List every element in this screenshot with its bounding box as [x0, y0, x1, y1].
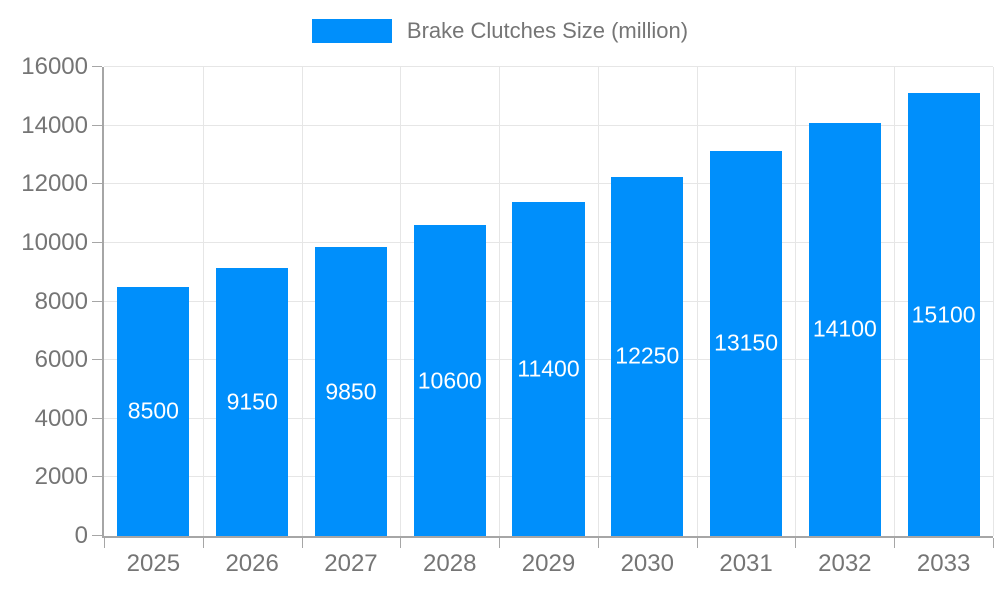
y-axis-tick	[92, 66, 102, 67]
y-axis-label: 2000	[34, 463, 88, 491]
y-axis-label: 6000	[34, 346, 88, 374]
x-axis-tick	[993, 538, 994, 548]
y-gridline	[104, 124, 993, 126]
bar-value-label: 12250	[615, 342, 680, 369]
x-gridline	[993, 67, 994, 536]
bar[interactable]	[907, 93, 980, 536]
bar-value-label: 10600	[417, 367, 482, 394]
x-axis-tick	[597, 538, 599, 548]
bar-value-label: 11400	[517, 355, 580, 382]
bar-value-label: 15100	[911, 301, 976, 328]
x-axis-tick	[894, 538, 896, 548]
bar[interactable]	[808, 122, 881, 536]
x-gridline	[499, 67, 501, 536]
legend-label: Brake Clutches Size (million)	[406, 18, 689, 43]
y-axis-label: 0	[74, 522, 88, 549]
bar[interactable]	[413, 225, 486, 536]
y-axis-tick	[92, 300, 102, 302]
x-axis-label: 2033	[916, 550, 971, 577]
legend-swatch-icon	[311, 19, 392, 43]
x-gridline	[301, 67, 303, 536]
x-axis-label: 2028	[423, 550, 477, 577]
x-axis-label: 2029	[521, 550, 576, 577]
x-axis-label: 2026	[225, 550, 279, 577]
x-axis-tick	[499, 538, 501, 548]
y-axis-label: 14000	[21, 111, 88, 139]
y-gridline	[104, 66, 993, 67]
x-gridline	[696, 67, 698, 536]
x-axis-tick	[400, 538, 402, 548]
x-axis-label: 2031	[719, 550, 773, 577]
x-axis-label: 2025	[126, 550, 181, 577]
y-axis-label: 16000	[21, 53, 88, 80]
bar[interactable]	[216, 267, 289, 536]
x-axis-tick	[301, 538, 303, 548]
bar-value-label: 14100	[812, 315, 877, 342]
x-axis-label: 2030	[620, 550, 674, 577]
bar[interactable]	[314, 247, 387, 536]
y-axis-tick	[92, 183, 102, 185]
y-axis-label: 12000	[21, 170, 88, 198]
y-axis-label: 10000	[21, 228, 88, 256]
x-axis-tick	[104, 538, 105, 548]
y-axis-label: 4000	[34, 404, 88, 432]
y-axis-tick	[92, 124, 102, 126]
y-gridline	[104, 183, 993, 185]
y-axis-tick	[92, 535, 102, 536]
x-gridline	[400, 67, 402, 536]
y-axis-tick	[92, 241, 102, 243]
legend-item[interactable]: Brake Clutches Size (million)	[0, 17, 1000, 45]
bar-value-label: 8500	[127, 397, 179, 424]
bar[interactable]	[512, 201, 585, 536]
bar[interactable]	[117, 286, 190, 536]
x-gridline	[894, 67, 896, 536]
y-axis-label: 8000	[34, 287, 88, 315]
x-gridline	[597, 67, 599, 536]
x-axis-tick	[795, 538, 797, 548]
bar-value-label: 9150	[226, 388, 278, 415]
x-axis-tick	[202, 538, 204, 548]
bar[interactable]	[611, 176, 684, 536]
x-axis-label: 2032	[818, 550, 872, 577]
x-axis-tick	[696, 538, 698, 548]
plot-area: 0 2000 4000 6000 8000 10000 12000 14000 16000 202…	[21, 55, 994, 576]
y-axis-tick	[92, 359, 102, 361]
x-axis-label: 2027	[324, 550, 378, 577]
x-gridline	[202, 67, 204, 536]
bar[interactable]	[710, 150, 783, 536]
bar-value-label: 9850	[325, 378, 377, 405]
bar-value-label: 13150	[714, 329, 779, 356]
y-axis-tick	[92, 476, 102, 478]
y-axis-tick	[92, 417, 102, 419]
x-gridline	[795, 67, 797, 536]
